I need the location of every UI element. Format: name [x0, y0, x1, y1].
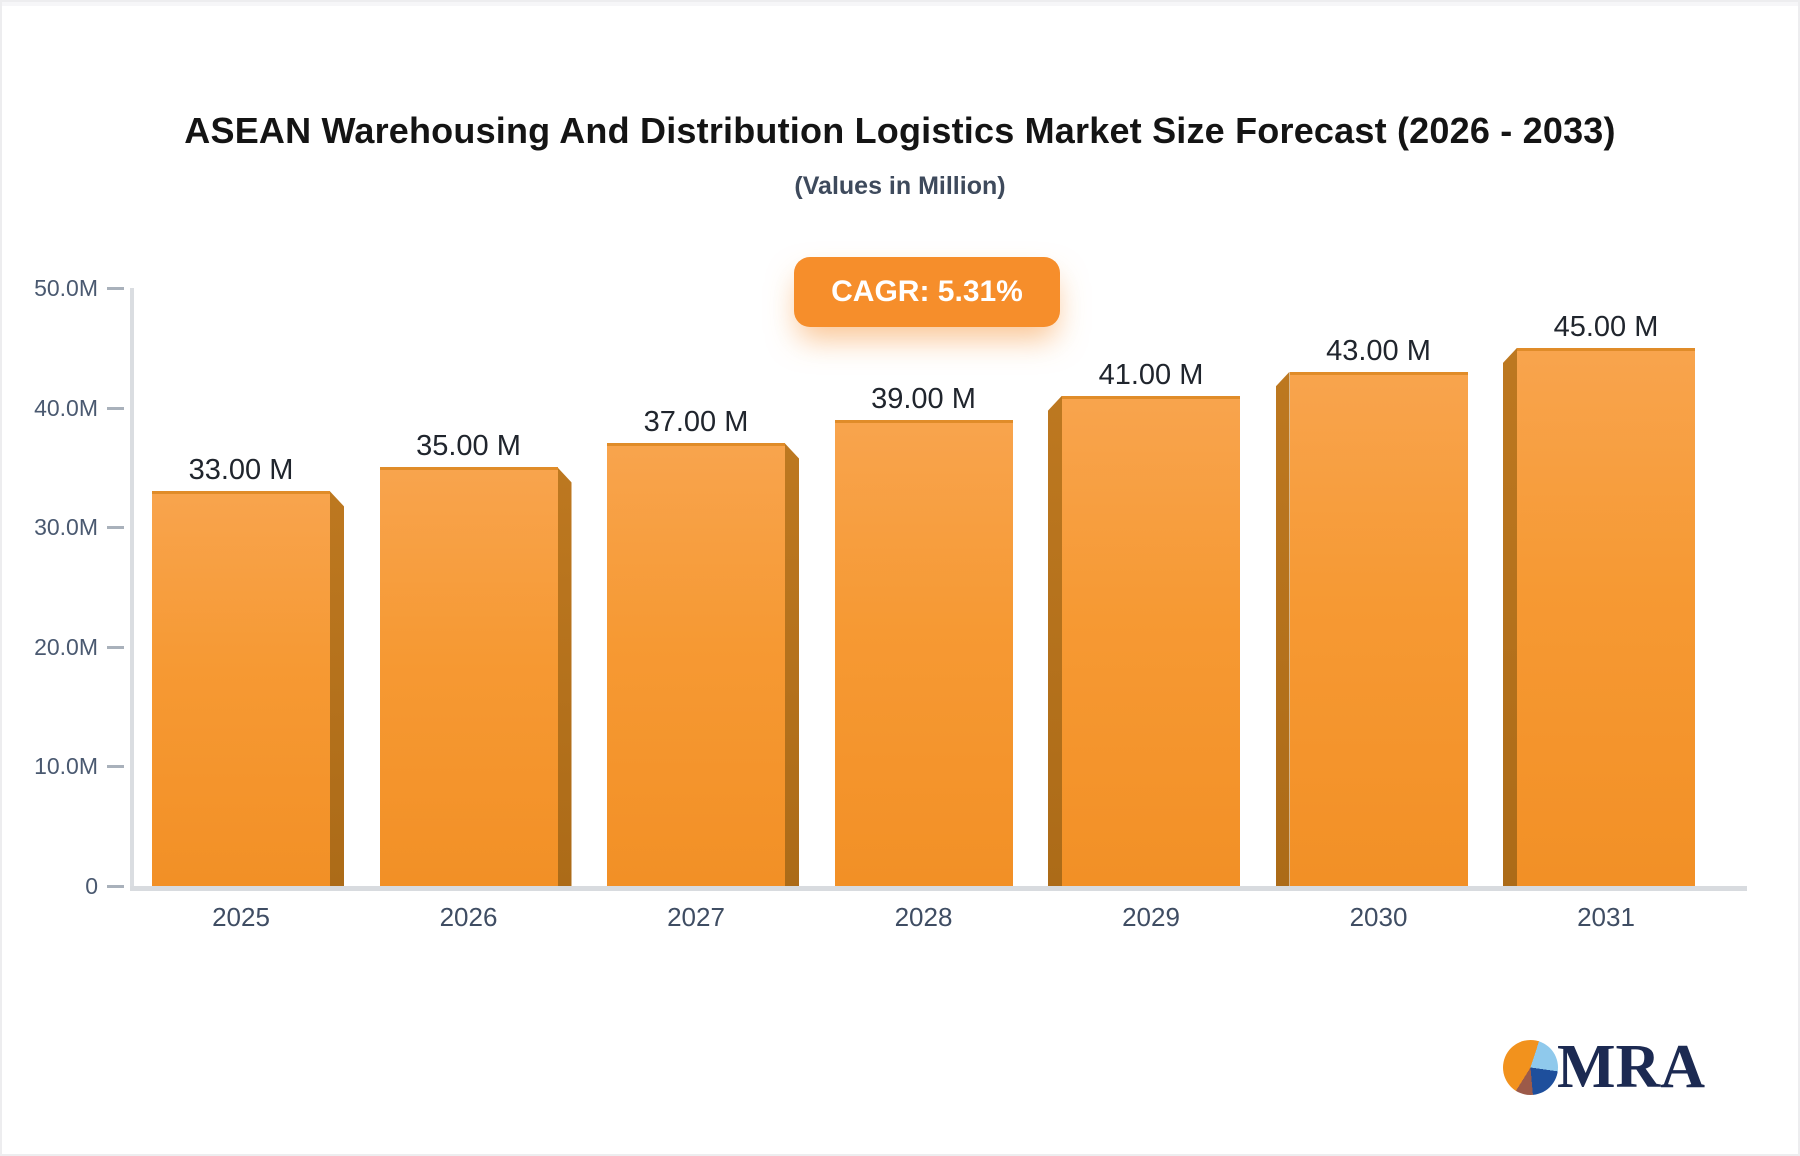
bar-value-label: 33.00 M: [188, 454, 294, 487]
y-tick-label: 40.0M: [34, 394, 98, 421]
bar-face: [152, 491, 330, 886]
y-axis-line: [130, 288, 134, 886]
bar-side-bevel: [1275, 371, 1290, 886]
bar-2028: [834, 2, 1013, 886]
page-subtitle: (Values in Million): [794, 172, 1006, 200]
bar-face: [1289, 371, 1468, 886]
y-tick-label: 20.0M: [34, 633, 98, 660]
bar-value-label: 37.00 M: [643, 406, 749, 439]
bar-face: [834, 419, 1013, 886]
y-tick-mark: [107, 645, 124, 649]
bar-2025: [152, 2, 344, 886]
bar-2031: [1503, 2, 1695, 886]
x-category-label: 2028: [894, 902, 953, 932]
bar-2027: [607, 2, 799, 886]
y-tick-label: 10.0M: [34, 753, 98, 780]
bar-value-label: 43.00 M: [1326, 334, 1431, 367]
bar-face: [1517, 347, 1695, 886]
bar-2026: [379, 2, 572, 886]
bar-side-bevel: [1048, 395, 1062, 886]
bar-face: [379, 467, 558, 886]
bar-side-bevel: [557, 467, 572, 886]
bar-value-label: 35.00 M: [416, 430, 521, 463]
brand-logo: MRA: [1503, 1033, 1706, 1101]
y-tick-mark: [107, 885, 124, 888]
y-tick-mark: [107, 287, 124, 290]
x-category-label: 2026: [439, 902, 498, 932]
bar-face: [1062, 395, 1240, 886]
bar-side-bevel: [785, 443, 799, 886]
x-category-label: 2025: [212, 902, 270, 932]
y-tick-label: 30.0M: [34, 514, 98, 541]
x-axis-line: [130, 886, 1747, 891]
x-category-label: 2029: [1122, 902, 1180, 932]
bar-value-label: 41.00 M: [1098, 358, 1204, 391]
y-tick-label: 50.0M: [34, 275, 98, 301]
x-category-label: 2031: [1577, 902, 1635, 932]
bar-side-bevel: [1503, 347, 1517, 886]
y-tick-label: 0: [85, 873, 98, 899]
bar-value-label: 45.00 M: [1553, 310, 1659, 343]
page-title: ASEAN Warehousing And Distribution Logis…: [184, 110, 1616, 151]
bar-2029: [1048, 2, 1240, 886]
y-tick-mark: [107, 526, 124, 530]
x-category-label: 2030: [1349, 902, 1408, 932]
y-tick-mark: [107, 765, 124, 769]
logo-pie-icon: [1503, 1040, 1558, 1095]
logo-text: MRA: [1557, 1033, 1706, 1101]
y-tick-mark: [107, 406, 124, 410]
bar-value-label: 39.00 M: [871, 382, 976, 415]
bar-face: [607, 443, 785, 886]
card-top-edge: [2, 2, 1798, 6]
bar-side-bevel: [330, 491, 344, 886]
cagr-badge: CAGR: 5.31%: [794, 257, 1060, 327]
x-category-label: 2027: [667, 902, 725, 932]
bar-2030: [1275, 2, 1468, 886]
